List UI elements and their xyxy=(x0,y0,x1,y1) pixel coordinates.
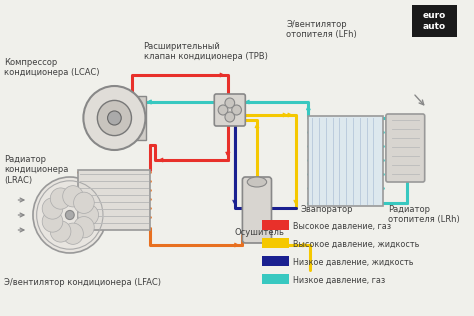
Text: Низкое давление, жидкость: Низкое давление, жидкость xyxy=(293,258,413,266)
Bar xyxy=(262,220,289,230)
Circle shape xyxy=(218,105,228,115)
Text: Э/вентилятор
отопителя (LFh): Э/вентилятор отопителя (LFh) xyxy=(286,20,357,40)
Circle shape xyxy=(97,100,131,136)
FancyBboxPatch shape xyxy=(242,177,272,243)
Bar xyxy=(309,116,383,206)
Circle shape xyxy=(65,210,74,220)
Ellipse shape xyxy=(247,177,267,187)
Circle shape xyxy=(50,188,71,209)
FancyBboxPatch shape xyxy=(386,114,425,182)
Circle shape xyxy=(73,216,94,238)
Circle shape xyxy=(232,105,241,115)
Circle shape xyxy=(108,111,121,125)
Circle shape xyxy=(83,86,146,150)
Text: Радиатор
кондиционера
(LRAC): Радиатор кондиционера (LRAC) xyxy=(4,155,68,185)
Text: Радиатор
отопителя (LRh): Радиатор отопителя (LRh) xyxy=(388,205,460,224)
Bar xyxy=(119,96,146,140)
Bar xyxy=(262,256,289,266)
Text: Высокое давление, газ: Высокое давление, газ xyxy=(293,222,391,230)
Text: Эвапоратор: Эвапоратор xyxy=(301,205,353,214)
Circle shape xyxy=(42,211,63,232)
Circle shape xyxy=(78,204,99,226)
Text: Расширительный
клапан кондиционера (ТРВ): Расширительный клапан кондиционера (ТРВ) xyxy=(144,42,267,61)
Text: Э/вентилятор кондиционера (LFAC): Э/вентилятор кондиционера (LFAC) xyxy=(4,278,161,287)
Bar xyxy=(412,5,456,37)
Circle shape xyxy=(33,177,107,253)
Circle shape xyxy=(225,112,235,122)
Text: Осушитель: Осушитель xyxy=(235,228,284,237)
Bar xyxy=(262,238,289,248)
Circle shape xyxy=(42,198,63,219)
Circle shape xyxy=(50,221,71,242)
Bar xyxy=(262,274,289,284)
Bar xyxy=(78,170,150,230)
Text: Компрессор
кондиционера (LCAC): Компрессор кондиционера (LCAC) xyxy=(4,58,100,77)
Circle shape xyxy=(225,98,235,108)
Circle shape xyxy=(73,192,94,213)
Circle shape xyxy=(63,185,83,207)
FancyBboxPatch shape xyxy=(214,94,246,126)
Text: Высокое давление, жидкость: Высокое давление, жидкость xyxy=(293,240,419,248)
Circle shape xyxy=(63,223,83,244)
Text: euro
auto: euro auto xyxy=(423,11,446,31)
Text: Низкое давление, газ: Низкое давление, газ xyxy=(293,276,385,284)
